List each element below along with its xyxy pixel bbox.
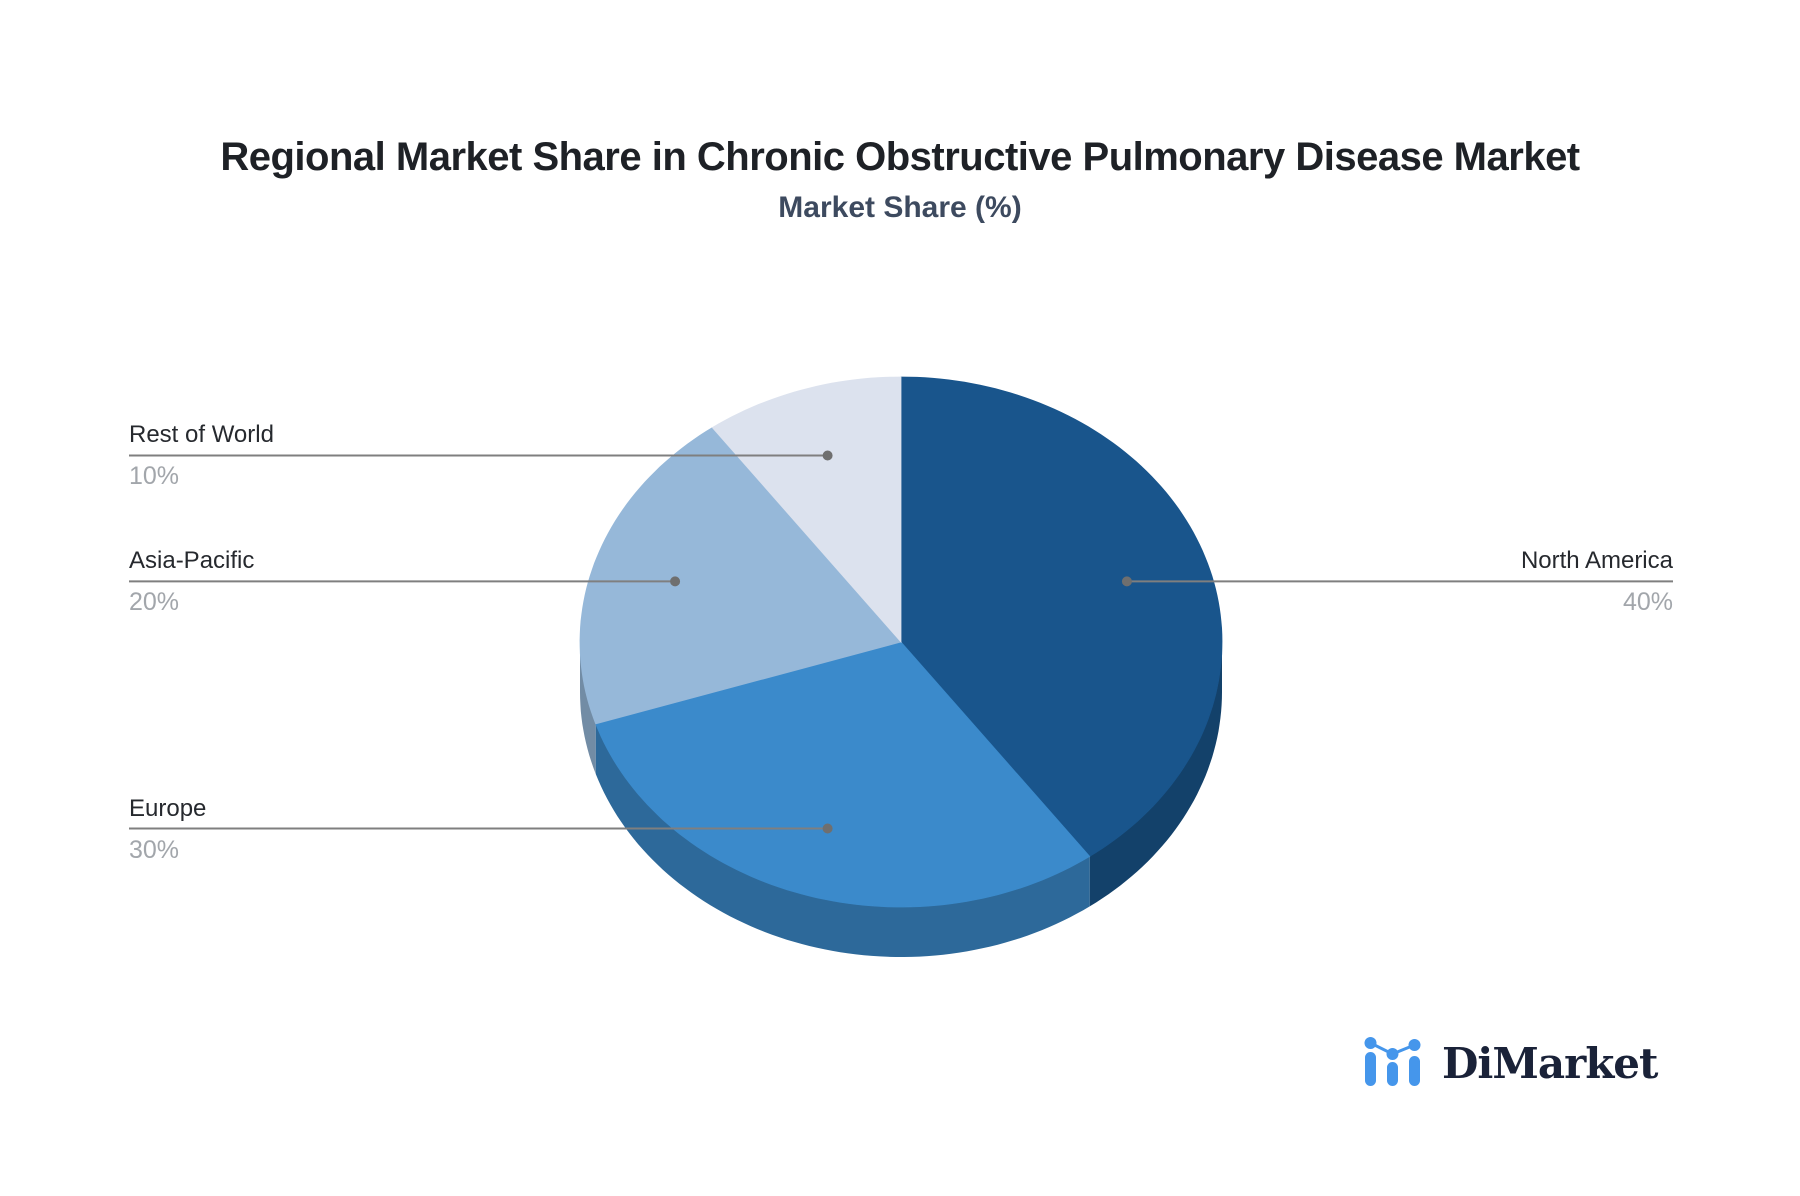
- callout-rest-of-world: Rest of World 10%: [129, 420, 549, 491]
- bar-chart-logo-icon: [1364, 1037, 1421, 1086]
- brand-name: DiMarket: [1442, 1039, 1658, 1088]
- slice-pct-rest-of-world: 10%: [129, 462, 180, 491]
- callout-north-america: North America 40%: [1253, 546, 1673, 617]
- callout-asia-pacific: Asia-Pacific 20%: [129, 546, 549, 617]
- slice-label-north-america: North America: [1520, 547, 1673, 575]
- slice-pct-north-america: 40%: [1622, 588, 1673, 617]
- leader-dot-asia-pacific: [670, 576, 681, 587]
- pie-slice-side-asia-pacific: [580, 642, 596, 774]
- slice-label-asia-pacific: Asia-Pacific: [129, 547, 255, 575]
- leader-dot-north-america: [1121, 576, 1132, 587]
- slice-pct-europe: 30%: [129, 835, 180, 864]
- slice-label-europe: Europe: [129, 794, 207, 822]
- leader-dot-europe: [822, 823, 833, 834]
- leader-dot-rest-of-world: [822, 450, 833, 461]
- brand-logo: DiMarket: [1364, 1034, 1658, 1090]
- chart-title: Regional Market Share in Chronic Obstruc…: [220, 135, 1580, 179]
- slice-label-rest-of-world: Rest of World: [129, 421, 274, 449]
- callout-europe: Europe 30%: [129, 794, 549, 865]
- slice-pct-asia-pacific: 20%: [129, 588, 180, 617]
- pie-slice-rest-of-world: [711, 376, 902, 644]
- pie-slice-asia-pacific: [579, 427, 902, 725]
- chart-subtitle: Market Share (%): [778, 191, 1022, 224]
- pie-slice-side-north-america: [1089, 642, 1222, 907]
- pie-slice-europe: [595, 641, 1091, 908]
- pie-slice-north-america: [900, 376, 1223, 857]
- pie-slice-side-europe: [595, 723, 1090, 957]
